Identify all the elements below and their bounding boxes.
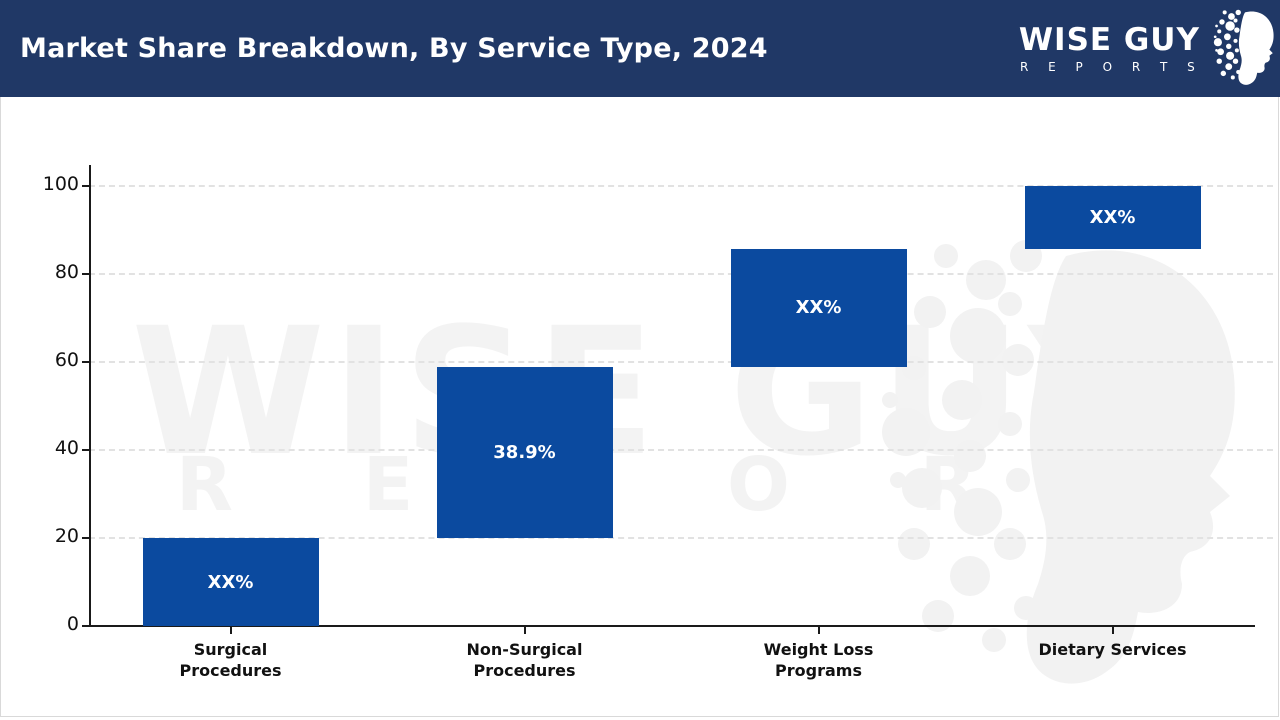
y-axis-tick-label-60: 60 bbox=[54, 349, 79, 371]
bar-segment-3: XX% bbox=[730, 248, 907, 367]
y-axis-tick-label-20: 20 bbox=[54, 525, 79, 547]
x-axis-line bbox=[89, 625, 1255, 627]
y-axis-tick-label-40: 40 bbox=[54, 437, 79, 459]
y-axis-line bbox=[89, 165, 91, 627]
y-axis-tick-100 bbox=[82, 185, 89, 187]
page-title: Market Share Breakdown, By Service Type,… bbox=[20, 33, 768, 64]
x-axis-category-label-2: Non-Surgical Procedures bbox=[466, 640, 583, 680]
gridline-40 bbox=[89, 449, 1273, 451]
header-banner: Market Share Breakdown, By Service Type,… bbox=[0, 0, 1280, 97]
brand-subtitle: R E P O R T S bbox=[1020, 59, 1203, 74]
x-axis-category-label-3: Weight Loss Programs bbox=[763, 640, 874, 680]
y-axis-tick-label-80: 80 bbox=[54, 261, 79, 283]
bar-value-label: XX% bbox=[207, 571, 254, 593]
gridline-80 bbox=[89, 273, 1273, 275]
y-axis-tick-label-0: 0 bbox=[66, 613, 79, 635]
x-axis-category-label-4: Dietary Services bbox=[1038, 640, 1187, 659]
gridline-60 bbox=[89, 361, 1273, 363]
x-axis-tick-1 bbox=[229, 627, 232, 634]
x-axis-tick-2 bbox=[523, 627, 526, 634]
bar-segment-2: 38.9% bbox=[436, 366, 613, 538]
bar-segment-4: XX% bbox=[1024, 186, 1201, 249]
bar-value-label: XX% bbox=[795, 297, 842, 319]
gridline-100 bbox=[89, 185, 1273, 187]
y-axis-tick-40 bbox=[82, 449, 89, 451]
x-axis-category-label-1: Surgical Procedures bbox=[179, 640, 282, 680]
brand-logo: WISE GUY R E P O R T S bbox=[1016, 6, 1266, 92]
y-axis-tick-0 bbox=[82, 625, 89, 627]
bar-value-label: 38.9% bbox=[493, 441, 556, 463]
bar-value-label: XX% bbox=[1089, 206, 1136, 228]
y-axis-tick-20 bbox=[82, 537, 89, 539]
chart-card: WISE GUY. R E P O R T S 0 20 40 60 80 100 XX% S… bbox=[0, 97, 1279, 717]
bar-segment-1: XX% bbox=[142, 538, 319, 626]
gridline-20 bbox=[89, 537, 1273, 539]
x-axis-tick-4 bbox=[1111, 627, 1114, 634]
brand-name: WISE GUY bbox=[1018, 21, 1200, 58]
brand-logo-text: WISE GUY R E P O R T S bbox=[1016, 21, 1203, 74]
x-axis-tick-3 bbox=[817, 627, 820, 634]
y-axis-tick-80 bbox=[82, 273, 89, 275]
y-axis-tick-60 bbox=[82, 361, 89, 363]
y-axis-tick-label-100: 100 bbox=[42, 173, 79, 195]
head-silhouette-icon bbox=[1207, 7, 1280, 91]
